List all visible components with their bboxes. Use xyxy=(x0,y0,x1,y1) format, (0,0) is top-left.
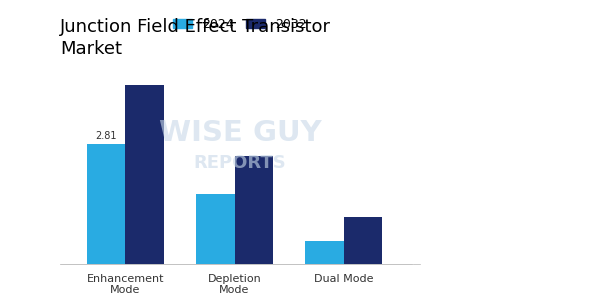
Text: WISE GUY: WISE GUY xyxy=(158,119,322,147)
Legend: 2024, 2032: 2024, 2032 xyxy=(169,13,311,36)
Bar xyxy=(125,85,164,264)
Bar xyxy=(196,194,235,264)
Bar xyxy=(87,144,125,264)
Text: REPORTS: REPORTS xyxy=(194,154,286,172)
Circle shape xyxy=(403,0,600,300)
Text: WISE GUY: WISE GUY xyxy=(478,41,547,55)
Bar xyxy=(344,217,382,264)
Bar xyxy=(235,155,273,264)
Text: 2.81: 2.81 xyxy=(95,131,117,141)
Text: Junction Field Effect Transistor
Market: Junction Field Effect Transistor Market xyxy=(60,18,331,58)
Bar xyxy=(305,241,344,264)
Text: REPORTS: REPORTS xyxy=(490,70,536,80)
